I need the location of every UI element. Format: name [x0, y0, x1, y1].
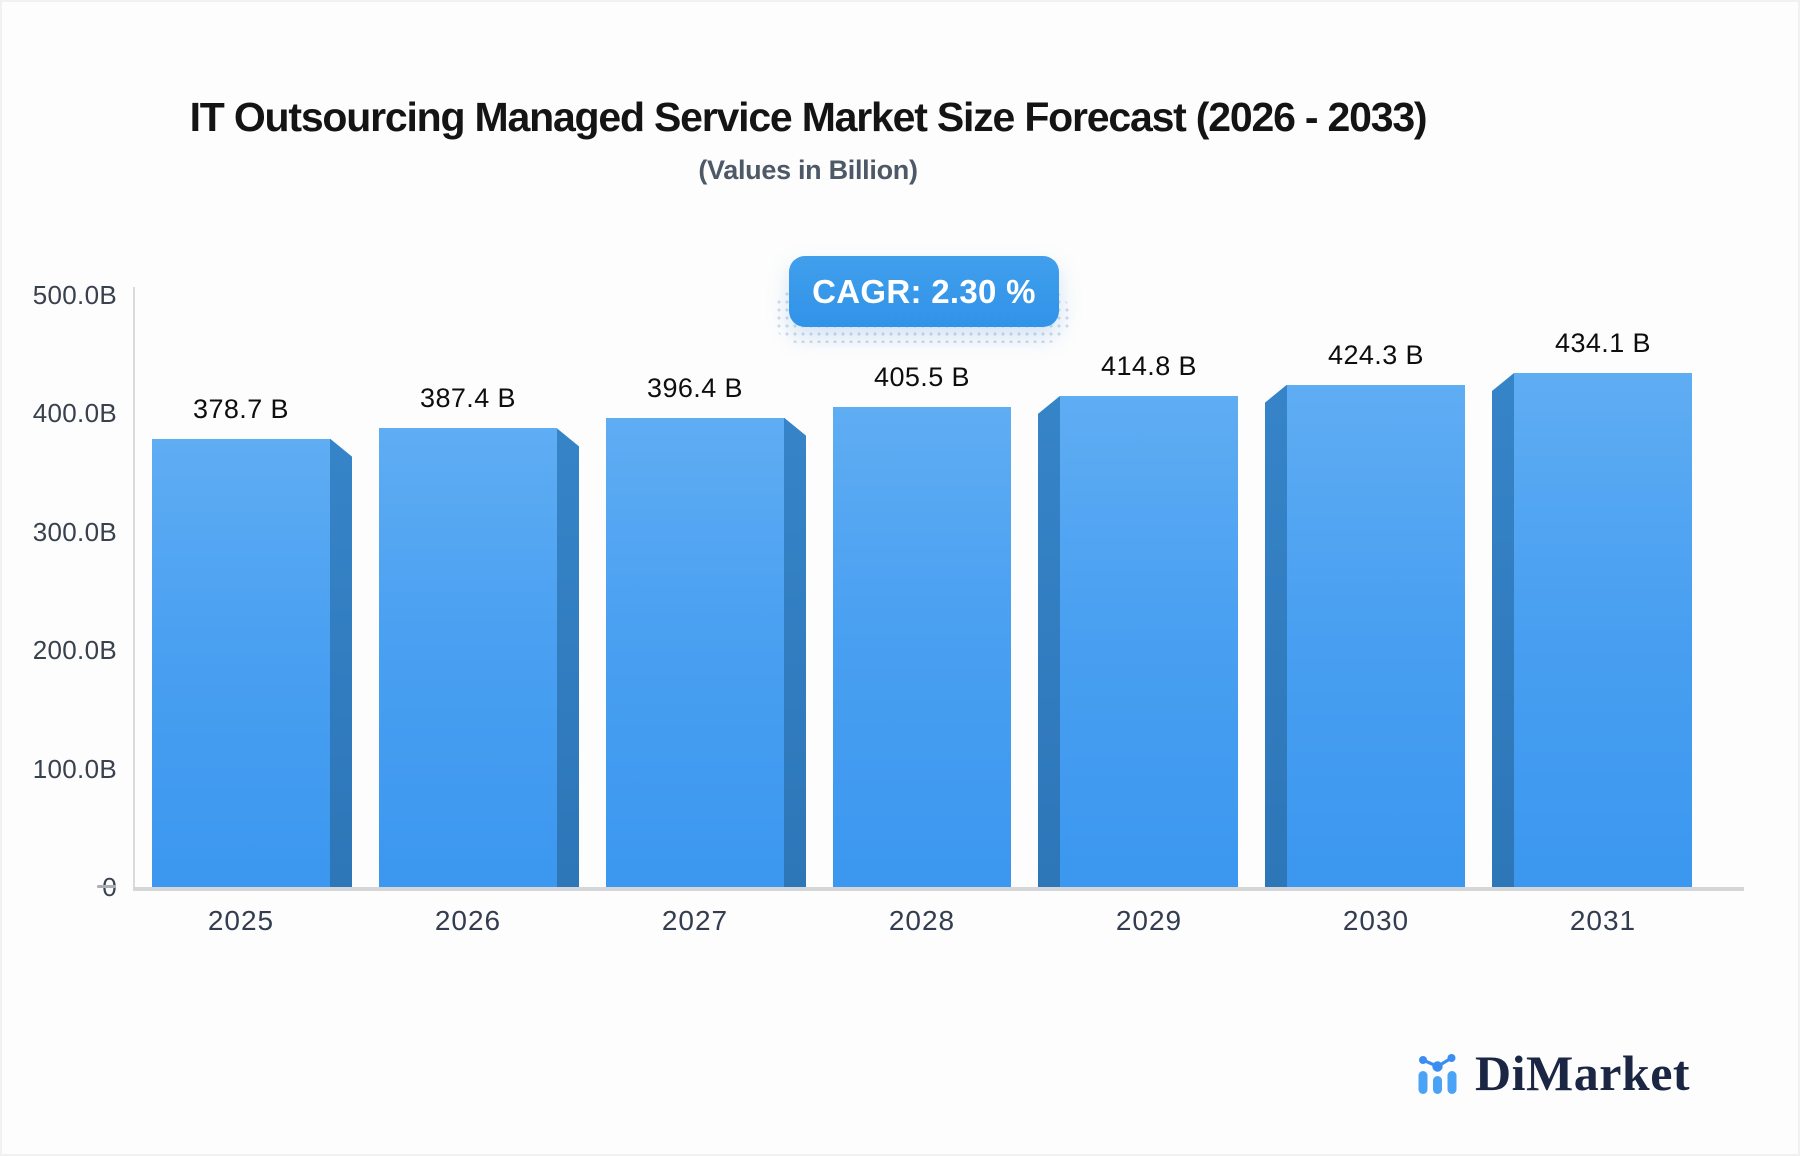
bar-value-label: 396.4 B: [647, 372, 743, 403]
x-tick-label: 2028: [888, 905, 956, 936]
bar-column-2025: 378.7 B: [152, 295, 352, 887]
bar-value-label: 378.7 B: [193, 393, 289, 424]
bar-face: [379, 428, 557, 887]
dimarket-logo-icon: [1418, 1054, 1457, 1094]
bar-column-2029: 414.8 B: [1038, 295, 1238, 887]
y-tick-label: 500.0B: [32, 280, 117, 310]
x-axis-line: [133, 887, 1744, 891]
bar-face: [152, 438, 330, 887]
y-tick-label: 300.0B: [32, 516, 117, 547]
bar-column-2031: 434.1 B: [1492, 295, 1692, 887]
bar-side-face: [1038, 395, 1060, 887]
y-tick-label: 200.0B: [32, 635, 117, 666]
bar-value-label: 424.3 B: [1328, 339, 1424, 370]
x-tick-label: 2027: [661, 905, 729, 936]
bar-side-face: [784, 417, 806, 887]
bar-side-face: [1492, 373, 1514, 887]
bar-column-2028: 405.5 B: [833, 295, 1011, 887]
cagr-badge: CAGR: 2.30 %: [775, 256, 1069, 343]
bar-value-label: 405.5 B: [874, 361, 970, 392]
bar-column-2027: 396.4 B: [606, 295, 806, 887]
y-tick-label: 100.0B: [32, 753, 117, 784]
bar-column-2030: 424.3 B: [1265, 295, 1465, 887]
bar-face: [1514, 373, 1692, 887]
bar-value-label: 387.4 B: [420, 383, 516, 414]
bar-column-2026: 387.4 B: [379, 295, 579, 887]
bar-face: [606, 417, 784, 887]
bar-value-label: 434.1 B: [1555, 328, 1651, 359]
chart-subtitle: (Values in Billion): [698, 155, 918, 185]
y-axis-line: [133, 287, 135, 889]
bar-side-face: [330, 438, 352, 887]
bar-side-face: [557, 428, 579, 887]
bar-side-face: [1265, 384, 1287, 887]
brand-name: DiMarket: [1475, 1045, 1691, 1101]
y-tick-label: 400.0B: [32, 398, 117, 429]
x-tick-label: 2025: [207, 905, 275, 936]
x-tick-label: 2031: [1569, 905, 1637, 936]
cagr-badge-label: CAGR: 2.30 %: [812, 272, 1036, 310]
x-tick-label: 2026: [434, 905, 502, 936]
zero-tick-dash: [97, 885, 116, 888]
x-tick-label: 2030: [1342, 905, 1410, 936]
chart-title: IT Outsourcing Managed Service Market Si…: [189, 94, 1428, 140]
bar-value-label: 414.8 B: [1101, 350, 1197, 381]
brand-logo: DiMarket: [1416, 1040, 1691, 1101]
x-tick-label: 2029: [1115, 905, 1183, 936]
bar-face: [1060, 395, 1238, 887]
bar-face: [833, 406, 1011, 887]
bar-face: [1287, 384, 1465, 887]
